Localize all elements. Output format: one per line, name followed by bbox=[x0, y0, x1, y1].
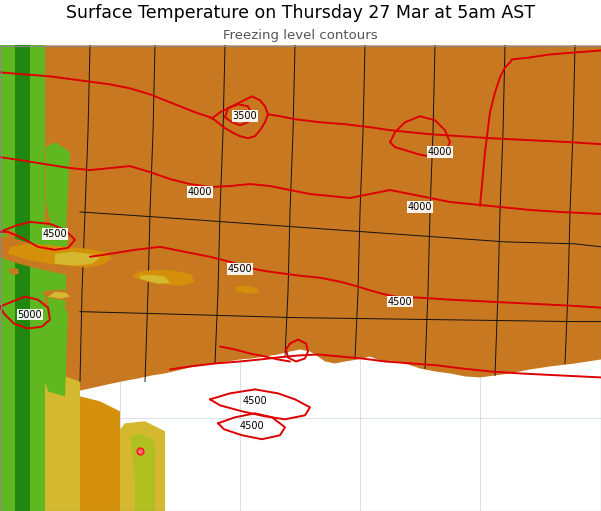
Polygon shape bbox=[303, 318, 311, 326]
Text: 4500: 4500 bbox=[240, 421, 264, 431]
Polygon shape bbox=[88, 239, 100, 245]
Polygon shape bbox=[300, 308, 308, 316]
Polygon shape bbox=[318, 339, 355, 355]
Polygon shape bbox=[282, 248, 290, 256]
Polygon shape bbox=[297, 298, 305, 306]
Polygon shape bbox=[95, 254, 107, 260]
Polygon shape bbox=[442, 102, 463, 113]
Polygon shape bbox=[152, 229, 162, 235]
Polygon shape bbox=[45, 377, 80, 511]
Text: 4500: 4500 bbox=[243, 397, 267, 406]
Polygon shape bbox=[294, 288, 302, 296]
Polygon shape bbox=[430, 115, 458, 128]
Text: 4000: 4000 bbox=[407, 202, 432, 212]
Polygon shape bbox=[170, 64, 180, 72]
Polygon shape bbox=[218, 106, 238, 120]
Polygon shape bbox=[120, 421, 165, 511]
Polygon shape bbox=[0, 237, 128, 280]
Text: 5000: 5000 bbox=[17, 310, 42, 319]
Polygon shape bbox=[15, 45, 30, 511]
Polygon shape bbox=[42, 301, 68, 397]
Polygon shape bbox=[132, 270, 195, 286]
Polygon shape bbox=[8, 268, 19, 275]
Polygon shape bbox=[118, 265, 208, 291]
Text: 4500: 4500 bbox=[388, 297, 412, 307]
Polygon shape bbox=[212, 101, 223, 109]
Polygon shape bbox=[430, 84, 442, 91]
Polygon shape bbox=[306, 330, 314, 338]
Polygon shape bbox=[140, 275, 170, 284]
Polygon shape bbox=[44, 222, 68, 312]
Polygon shape bbox=[370, 351, 396, 361]
Polygon shape bbox=[160, 75, 170, 81]
Polygon shape bbox=[148, 214, 164, 223]
Text: Surface Temperature on Thursday 27 Mar at 5am AST: Surface Temperature on Thursday 27 Mar a… bbox=[66, 4, 535, 22]
Polygon shape bbox=[130, 433, 155, 511]
Polygon shape bbox=[235, 95, 250, 103]
Polygon shape bbox=[8, 244, 112, 268]
Text: 4000: 4000 bbox=[428, 147, 452, 157]
Polygon shape bbox=[235, 286, 260, 294]
Polygon shape bbox=[138, 201, 149, 207]
Polygon shape bbox=[42, 290, 77, 300]
Polygon shape bbox=[228, 135, 239, 141]
Polygon shape bbox=[220, 62, 231, 69]
Polygon shape bbox=[285, 258, 293, 266]
Polygon shape bbox=[291, 278, 299, 286]
Polygon shape bbox=[288, 268, 296, 276]
Text: 3500: 3500 bbox=[233, 111, 257, 121]
Text: Freezing level contours: Freezing level contours bbox=[223, 29, 378, 42]
Text: 4500: 4500 bbox=[228, 264, 252, 274]
Polygon shape bbox=[46, 142, 70, 230]
Polygon shape bbox=[225, 124, 238, 132]
Polygon shape bbox=[55, 252, 100, 266]
Polygon shape bbox=[210, 89, 219, 96]
Text: 4500: 4500 bbox=[43, 229, 67, 239]
Polygon shape bbox=[80, 397, 120, 511]
Polygon shape bbox=[279, 238, 287, 246]
Polygon shape bbox=[228, 282, 268, 296]
Polygon shape bbox=[0, 45, 45, 511]
Polygon shape bbox=[238, 72, 248, 78]
Polygon shape bbox=[160, 239, 171, 245]
Polygon shape bbox=[48, 292, 70, 298]
Text: 4000: 4000 bbox=[188, 187, 212, 197]
Polygon shape bbox=[4, 230, 16, 238]
Polygon shape bbox=[420, 100, 435, 108]
Polygon shape bbox=[460, 131, 480, 142]
Polygon shape bbox=[0, 45, 601, 511]
